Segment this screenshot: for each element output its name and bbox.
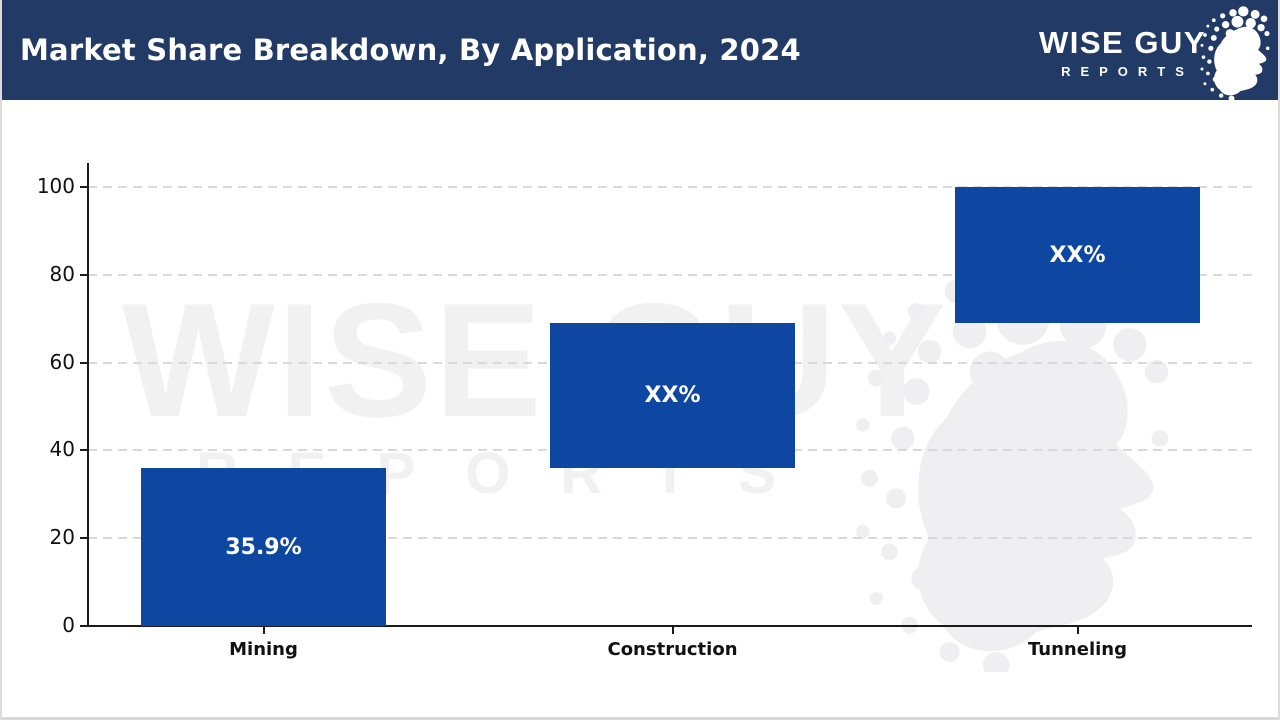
- header-bar: Market Share Breakdown, By Application, …: [0, 0, 1280, 100]
- y-axis-line: [87, 163, 89, 627]
- x-tick-label: Tunneling: [1028, 639, 1127, 660]
- y-tick-label: 0: [62, 613, 75, 637]
- wise-guy-reports-logo: WISE GUY REPORTS: [1039, 6, 1270, 98]
- y-gridline: [88, 186, 1252, 188]
- y-tick-mark: [80, 186, 88, 188]
- x-axis-line: [86, 625, 1252, 627]
- page-title: Market Share Breakdown, By Application, …: [20, 33, 801, 67]
- y-tick-label: 100: [36, 174, 75, 198]
- y-tick-label: 40: [49, 437, 75, 462]
- x-tick-label: Construction: [607, 639, 738, 660]
- y-tick-label: 60: [49, 349, 75, 374]
- x-tick-label: Mining: [229, 639, 298, 660]
- y-gridline: [88, 273, 1252, 276]
- logo-text: WISE GUY REPORTS: [1039, 25, 1206, 79]
- x-tick-mark: [671, 627, 674, 634]
- x-tick-mark: [1076, 627, 1079, 634]
- bar-mining: 35.9%: [141, 468, 386, 626]
- y-tick-mark: [80, 273, 88, 276]
- y-tick-mark: [80, 625, 88, 627]
- bar-tunneling: XX%: [955, 187, 1200, 324]
- x-tick-mark: [262, 627, 265, 634]
- logo-dotted-face-icon: [1196, 4, 1270, 100]
- y-tick-label: 20: [49, 525, 75, 550]
- bar-construction: XX%: [550, 323, 795, 469]
- logo-wordmark: WISE GUY: [1038, 25, 1206, 60]
- y-gridline: [88, 537, 1252, 540]
- y-tick-mark: [80, 449, 88, 452]
- logo-subtext: REPORTS: [1061, 64, 1194, 79]
- y-tick-mark: [80, 537, 88, 540]
- bar-value-label: 35.9%: [225, 534, 302, 560]
- y-tick-label: 80: [49, 261, 75, 286]
- y-tick-mark: [80, 361, 88, 364]
- bar-value-label: XX%: [644, 383, 701, 409]
- watermark-wordmark: WISE GUY: [122, 270, 949, 451]
- bar-value-label: XX%: [1049, 242, 1106, 268]
